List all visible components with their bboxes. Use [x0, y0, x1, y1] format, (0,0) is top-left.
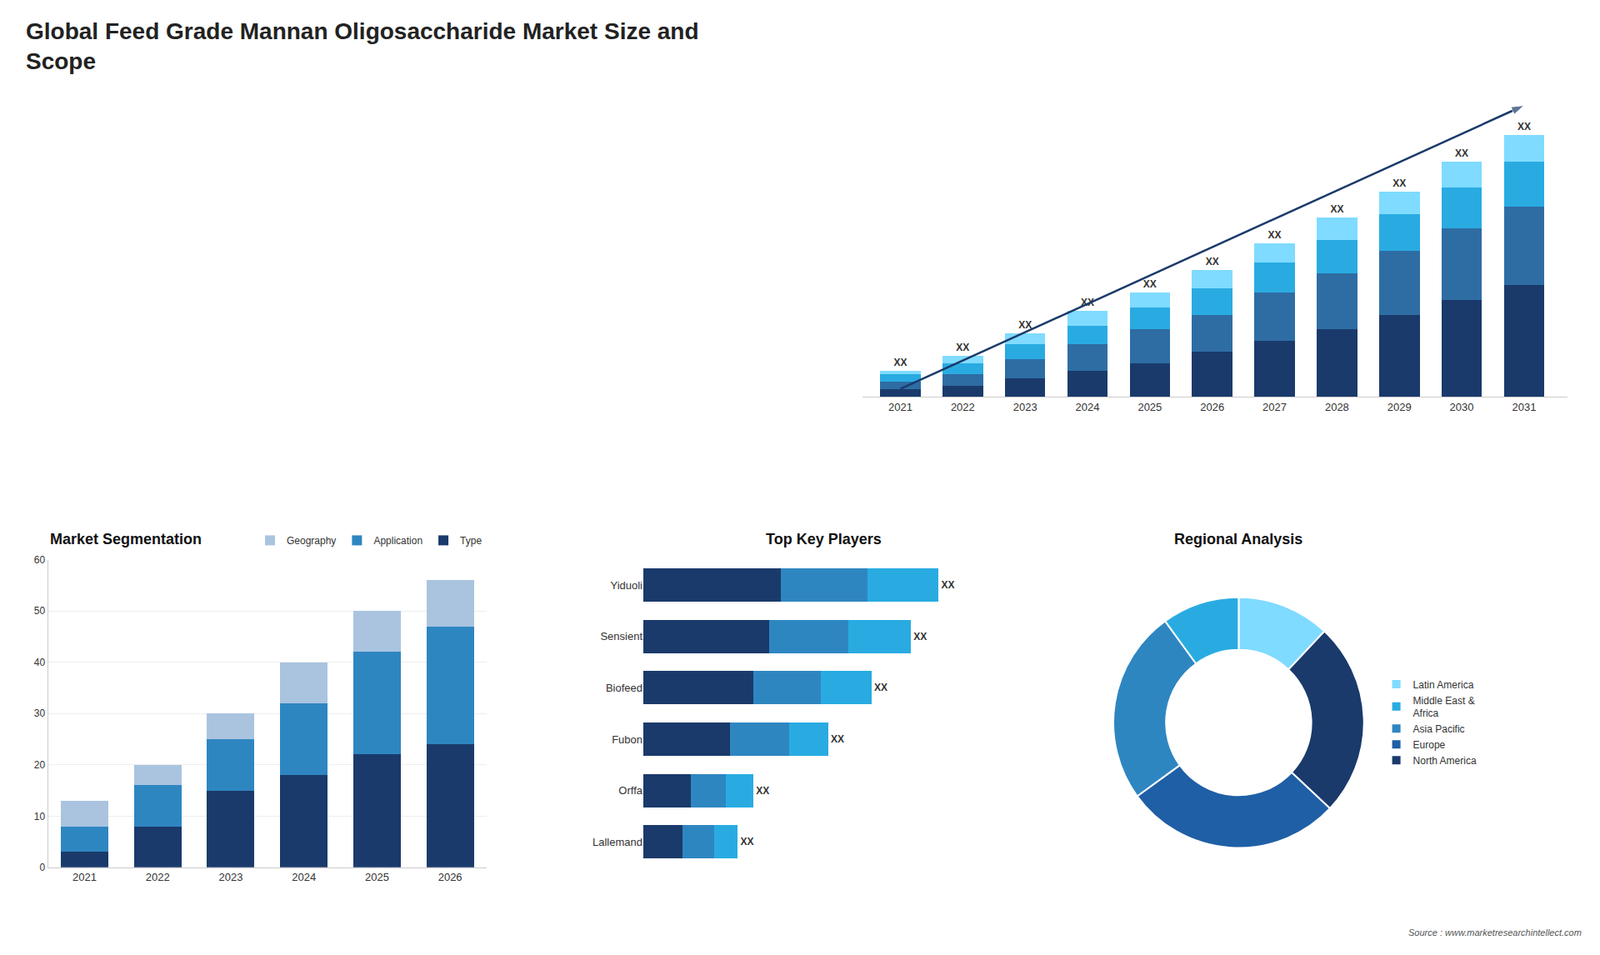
svg-text:XX: XX: [1455, 147, 1469, 160]
svg-text:XX: XX: [1143, 278, 1157, 290]
svg-text:XX: XX: [1268, 229, 1282, 241]
svg-text:XX: XX: [1205, 255, 1220, 268]
svg-text:2022: 2022: [950, 400, 975, 414]
svg-text:2028: 2028: [1325, 400, 1350, 414]
svg-text:40: 40: [34, 656, 46, 669]
svg-text:XX: XX: [830, 733, 845, 745]
svg-text:Asia Pacific: Asia Pacific: [1413, 723, 1465, 735]
svg-text:2025: 2025: [1137, 400, 1162, 414]
svg-text:XX: XX: [1018, 319, 1032, 331]
svg-text:Regional Analysis: Regional Analysis: [1174, 530, 1303, 548]
svg-text:XX: XX: [955, 341, 970, 354]
svg-text:50: 50: [34, 605, 46, 617]
svg-text:2027: 2027: [1262, 400, 1287, 414]
svg-text:2023: 2023: [1013, 400, 1038, 414]
svg-text:Biofeed: Biofeed: [605, 681, 643, 695]
svg-text:Type: Type: [460, 535, 482, 547]
svg-text:XX: XX: [913, 630, 927, 643]
svg-text:10: 10: [34, 810, 46, 823]
svg-text:2021: 2021: [72, 870, 97, 884]
svg-text:2029: 2029: [1387, 400, 1412, 414]
svg-text:Lallemand: Lallemand: [592, 835, 643, 849]
svg-text:2026: 2026: [1200, 400, 1225, 414]
svg-text:2021: 2021: [888, 400, 913, 414]
svg-text:Market Segmentation: Market Segmentation: [50, 530, 202, 548]
svg-text:Middle East &Africa: Middle East &Africa: [1413, 695, 1475, 720]
svg-text:Yiduoli: Yiduoli: [610, 579, 643, 592]
svg-text:0: 0: [40, 861, 46, 874]
svg-text:Source : www.marketresearchint: Source : www.marketresearchintellect.com: [1408, 927, 1582, 938]
svg-text:Fubon: Fubon: [611, 733, 643, 746]
svg-text:XX: XX: [1330, 203, 1344, 215]
svg-text:2030: 2030: [1450, 400, 1475, 414]
svg-text:2026: 2026: [438, 870, 463, 884]
svg-text:XX: XX: [1080, 296, 1095, 309]
svg-text:2031: 2031: [1511, 400, 1536, 414]
svg-text:Global Feed Grade Mannan Oligo: Global Feed Grade Mannan Oligosaccharide…: [25, 18, 700, 75]
svg-text:XX: XX: [1517, 120, 1531, 133]
svg-text:2024: 2024: [1075, 400, 1100, 414]
svg-text:2025: 2025: [365, 870, 390, 884]
svg-text:North America: North America: [1413, 755, 1477, 767]
svg-text:60: 60: [34, 554, 46, 566]
svg-text:XX: XX: [755, 785, 770, 797]
svg-text:30: 30: [34, 707, 46, 720]
svg-text:XX: XX: [1392, 177, 1406, 190]
svg-text:2023: 2023: [218, 870, 243, 884]
svg-text:2022: 2022: [145, 870, 170, 884]
svg-text:Latin America: Latin America: [1413, 679, 1475, 691]
svg-text:Application: Application: [373, 535, 423, 547]
svg-text:2024: 2024: [291, 870, 316, 884]
svg-text:XX: XX: [893, 356, 907, 369]
svg-text:XX: XX: [874, 681, 888, 694]
svg-text:20: 20: [34, 759, 46, 771]
svg-text:XX: XX: [740, 835, 754, 848]
svg-text:Sensient: Sensient: [600, 630, 643, 643]
svg-text:Europe: Europe: [1413, 739, 1446, 751]
svg-text:Orffa: Orffa: [618, 784, 643, 797]
svg-text:Top Key Players: Top Key Players: [765, 530, 882, 548]
svg-text:Geography: Geography: [286, 535, 336, 547]
svg-text:XX: XX: [940, 579, 955, 591]
